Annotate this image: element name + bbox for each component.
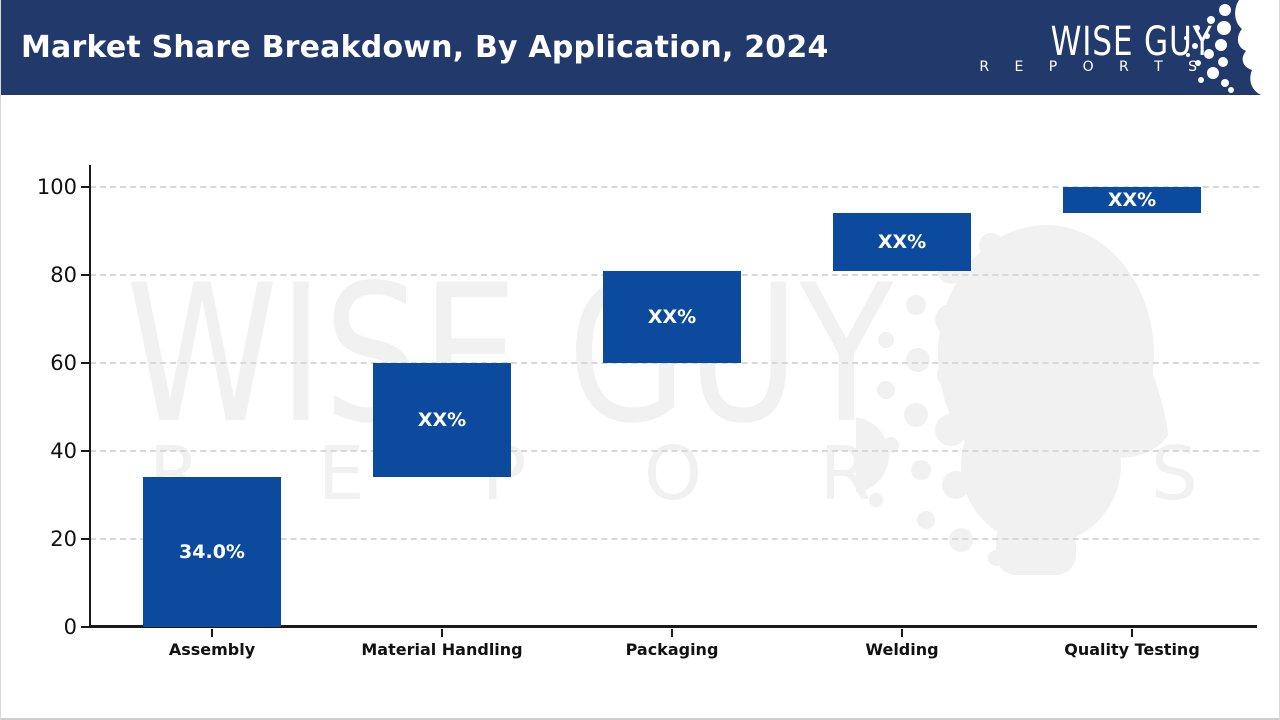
x-category-label-welding: Welding [865, 640, 939, 659]
header: Market Share Breakdown, By Application, … [1, 0, 1279, 95]
y-tick-label-20: 20 [50, 527, 77, 551]
x-category-label-assembly: Assembly [168, 640, 256, 659]
y-tick-mark-80 [81, 274, 90, 276]
y-tick-label-100: 100 [36, 175, 77, 199]
bar-welding: XX% [833, 213, 971, 271]
logo-reports-text: R E P O R T S [979, 59, 1209, 75]
chart-area: WISE GUY R E P O R T S 0 20 40 60 80 100 34.0… [1, 95, 1279, 718]
y-tick-mark-0 [81, 626, 90, 628]
logo-wordmark: WISE GUY [1050, 19, 1212, 65]
x-tick-mark-assembly [211, 629, 213, 637]
gridline-40 [90, 450, 1259, 452]
y-tick-mark-40 [81, 450, 90, 452]
logo-head-icon [1184, 0, 1279, 95]
x-tick-mark-quality-testing [1131, 629, 1133, 637]
x-tick-mark-packaging [671, 629, 673, 637]
wiseguy-logo: WISE GUY R E P O R T S [979, 0, 1279, 95]
gridline-100 [90, 186, 1259, 188]
bar-material-handling: XX% [373, 363, 511, 478]
gridline-20 [90, 538, 1259, 540]
page-title: Market Share Breakdown, By Application, … [21, 30, 829, 65]
bar-value-label: 34.0% [179, 541, 245, 564]
x-axis-line [89, 625, 1257, 628]
y-tick-label-60: 60 [50, 351, 77, 375]
gridline-60 [90, 362, 1259, 364]
face-profile-watermark-icon [856, 225, 1168, 575]
y-axis-line [89, 165, 91, 628]
bar-value-label: XX% [877, 230, 927, 253]
bar-value-label: XX% [417, 409, 467, 432]
y-tick-mark-100 [81, 186, 90, 188]
y-tick-mark-60 [81, 362, 90, 364]
bar-quality-testing: XX% [1063, 187, 1201, 214]
bar-value-label: XX% [1107, 189, 1157, 212]
y-tick-mark-20 [81, 538, 90, 540]
bar-value-label: XX% [647, 305, 697, 328]
y-tick-label-80: 80 [50, 263, 77, 287]
y-tick-label-0: 0 [63, 615, 77, 639]
y-tick-label-40: 40 [50, 439, 77, 463]
bar-packaging: XX% [603, 270, 741, 363]
bar-assembly: 34.0% [143, 477, 281, 627]
x-tick-mark-welding [901, 629, 903, 637]
x-category-label-material-handling: Material Handling [361, 640, 523, 659]
x-tick-mark-material-handling [441, 629, 443, 637]
x-category-label-quality-testing: Quality Testing [1064, 640, 1200, 659]
x-category-label-packaging: Packaging [625, 640, 719, 659]
